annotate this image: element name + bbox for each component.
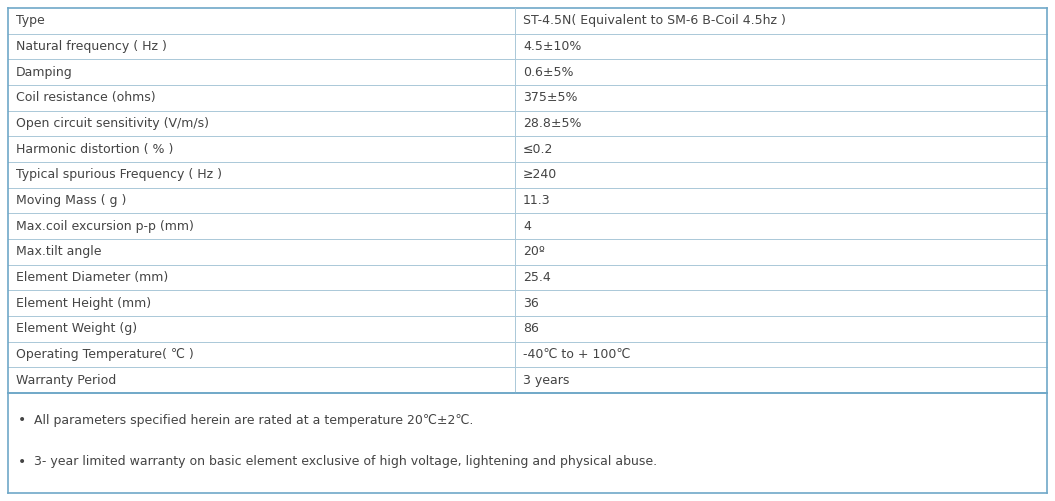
Bar	[8, 342, 1047, 367]
Text: 20º: 20º	[523, 245, 544, 259]
Bar	[8, 393, 1047, 493]
Text: -40℃ to + 100℃: -40℃ to + 100℃	[523, 348, 631, 361]
Text: 11.3: 11.3	[523, 194, 551, 207]
Text: 3- year limited warranty on basic element exclusive of high voltage, lightening : 3- year limited warranty on basic elemen…	[34, 455, 657, 468]
Bar	[8, 367, 1047, 393]
Bar	[8, 136, 1047, 162]
Text: 4: 4	[523, 219, 531, 232]
Text: Warranty Period: Warranty Period	[16, 374, 116, 387]
Text: Operating Temperature( ℃ ): Operating Temperature( ℃ )	[16, 348, 194, 361]
Text: Max.tilt angle: Max.tilt angle	[16, 245, 101, 259]
Bar	[8, 188, 1047, 213]
Text: 0.6±5%: 0.6±5%	[523, 66, 574, 79]
Text: Coil resistance (ohms): Coil resistance (ohms)	[16, 91, 156, 104]
Bar	[8, 111, 1047, 136]
Bar	[8, 291, 1047, 316]
Text: •: •	[18, 455, 26, 469]
Text: ≤0.2: ≤0.2	[523, 143, 554, 156]
Bar	[8, 85, 1047, 111]
Text: Harmonic distortion ( % ): Harmonic distortion ( % )	[16, 143, 173, 156]
Text: 36: 36	[523, 297, 539, 310]
Text: 25.4: 25.4	[523, 271, 551, 284]
Bar	[8, 316, 1047, 342]
Text: Max.coil excursion p-p (mm): Max.coil excursion p-p (mm)	[16, 219, 194, 232]
Text: Type: Type	[16, 15, 44, 28]
Text: 375±5%: 375±5%	[523, 91, 577, 104]
Text: Open circuit sensitivity (V/m/s): Open circuit sensitivity (V/m/s)	[16, 117, 209, 130]
Text: Element Weight (g): Element Weight (g)	[16, 322, 137, 335]
Bar	[8, 8, 1047, 34]
Text: Typical spurious Frequency ( Hz ): Typical spurious Frequency ( Hz )	[16, 168, 222, 181]
Text: Element Height (mm): Element Height (mm)	[16, 297, 151, 310]
Text: Natural frequency ( Hz ): Natural frequency ( Hz )	[16, 40, 167, 53]
Bar	[8, 34, 1047, 59]
Text: Moving Mass ( g ): Moving Mass ( g )	[16, 194, 127, 207]
Text: Element Diameter (mm): Element Diameter (mm)	[16, 271, 168, 284]
Bar	[8, 162, 1047, 188]
Text: 4.5±10%: 4.5±10%	[523, 40, 581, 53]
Text: ST-4.5N( Equivalent to SM-6 B-Coil 4.5hz ): ST-4.5N( Equivalent to SM-6 B-Coil 4.5hz…	[523, 15, 786, 28]
Text: ≥240: ≥240	[523, 168, 557, 181]
Bar	[8, 59, 1047, 85]
Text: Damping: Damping	[16, 66, 73, 79]
Bar	[8, 213, 1047, 239]
Text: 86: 86	[523, 322, 539, 335]
Bar	[8, 265, 1047, 291]
Text: All parameters specified herein are rated at a temperature 20℃±2℃.: All parameters specified herein are rate…	[34, 414, 474, 426]
Bar	[8, 239, 1047, 265]
Text: 28.8±5%: 28.8±5%	[523, 117, 581, 130]
Text: •: •	[18, 413, 26, 427]
Text: 3 years: 3 years	[523, 374, 570, 387]
